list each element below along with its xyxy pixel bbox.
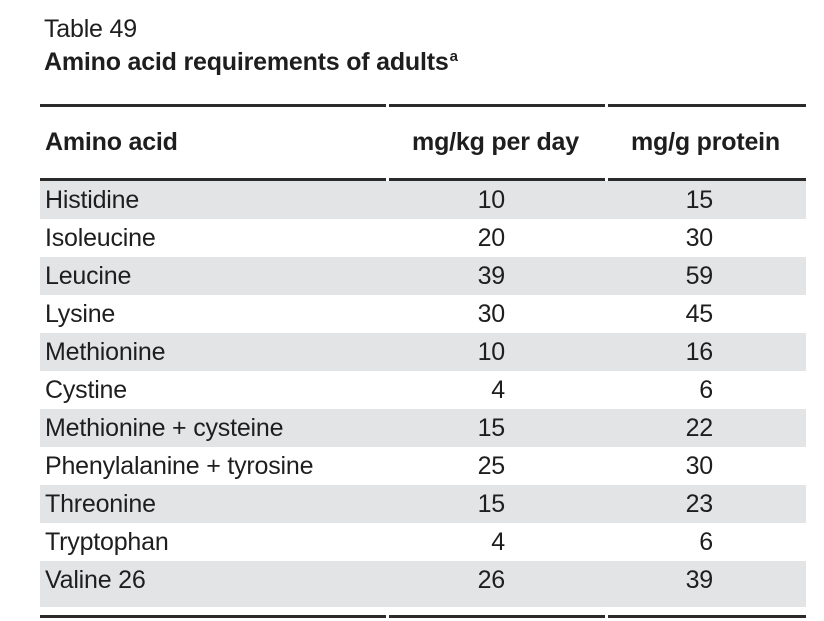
amino-acid-name-cell: Tryptophan	[45, 528, 169, 556]
mg-g-value-cell: 45	[685, 300, 714, 328]
mg-g-value-cell: 22	[685, 414, 714, 442]
amino-acid-table: Amino acid mg/kg per day mg/g protein Hi…	[40, 104, 806, 618]
mg-g-value-cell: 15	[685, 186, 714, 214]
table-title-text: Amino acid requirements of adults	[44, 48, 449, 76]
table-row: Histidine 10 15	[40, 181, 806, 219]
table-caption: Table 49 Amino acid requirements of adul…	[44, 14, 824, 82]
mg-kg-value-cell: 20	[477, 224, 506, 252]
rule-segment	[389, 104, 605, 107]
amino-acid-name-cell: Leucine	[45, 262, 132, 290]
amino-acid-name-cell: Histidine	[45, 186, 140, 214]
rule-segment	[608, 615, 806, 618]
mg-kg-value-cell: 26	[477, 566, 506, 594]
table-row: Methionine 10 16	[40, 333, 806, 371]
mg-g-value-cell: 6	[699, 376, 713, 404]
mg-kg-value-cell: 25	[477, 452, 506, 480]
mg-g-value-cell: 23	[685, 490, 714, 518]
table-row: Methionine + cysteine 15 22	[40, 409, 806, 447]
mg-kg-value-cell: 10	[477, 338, 506, 366]
amino-acid-name-cell: Cystine	[45, 376, 127, 404]
amino-acid-name-cell: Methionine	[45, 338, 166, 366]
amino-acid-name-cell: Threonine	[45, 490, 156, 518]
column-header-mg-kg-day: mg/kg per day	[412, 128, 579, 156]
mg-kg-value-cell: 4	[491, 528, 505, 556]
rule-segment	[389, 615, 605, 618]
amino-acid-name-cell: Phenylalanine + tyrosine	[45, 452, 314, 480]
mg-g-value-cell: 39	[685, 566, 714, 594]
rule-segment	[389, 178, 605, 181]
table-number: Table 49	[44, 15, 137, 43]
amino-acid-name-cell: Valine 26	[45, 566, 146, 594]
table-body: Histidine 10 15 Isoleucine 20 30 Leucine…	[40, 181, 806, 607]
table-row: Valine 26 26 39	[40, 561, 806, 607]
mg-g-value-cell: 30	[685, 452, 714, 480]
mg-kg-value-cell: 15	[477, 414, 506, 442]
footnote-marker: a	[449, 48, 458, 65]
mg-g-value-cell: 16	[685, 338, 714, 366]
table-row: Lysine 30 45	[40, 295, 806, 333]
rule-segment	[608, 178, 806, 181]
mg-g-value-cell: 59	[685, 262, 714, 290]
mg-kg-value-cell: 39	[477, 262, 506, 290]
mg-g-value-cell: 30	[685, 224, 714, 252]
rule-header-divider	[40, 178, 806, 181]
table-row: Cystine 4 6	[40, 371, 806, 409]
rule-segment	[40, 104, 386, 107]
table-header-row: Amino acid mg/kg per day mg/g protein	[40, 107, 806, 178]
rule-bottom	[40, 615, 806, 618]
table-row: Threonine 15 23	[40, 485, 806, 523]
mg-kg-value-cell: 10	[477, 186, 506, 214]
rule-segment	[608, 104, 806, 107]
mg-kg-value-cell: 4	[491, 376, 505, 404]
table-row: Tryptophan 4 6	[40, 523, 806, 561]
column-header-amino-acid: Amino acid	[45, 128, 178, 156]
amino-acid-name-cell: Methionine + cysteine	[45, 414, 284, 442]
column-header-mg-g-protein: mg/g protein	[631, 128, 780, 156]
amino-acid-name-cell: Lysine	[45, 300, 116, 328]
table-title: Amino acid requirements of adultsa	[44, 46, 824, 82]
table-row: Phenylalanine + tyrosine 25 30	[40, 447, 806, 485]
rule-segment	[40, 615, 386, 618]
table-row: Isoleucine 20 30	[40, 219, 806, 257]
table-row: Leucine 39 59	[40, 257, 806, 295]
mg-g-value-cell: 6	[699, 528, 713, 556]
mg-kg-value-cell: 30	[477, 300, 506, 328]
rule-segment	[40, 178, 386, 181]
rule-top	[40, 104, 806, 107]
mg-kg-value-cell: 15	[477, 490, 506, 518]
amino-acid-name-cell: Isoleucine	[45, 224, 156, 252]
